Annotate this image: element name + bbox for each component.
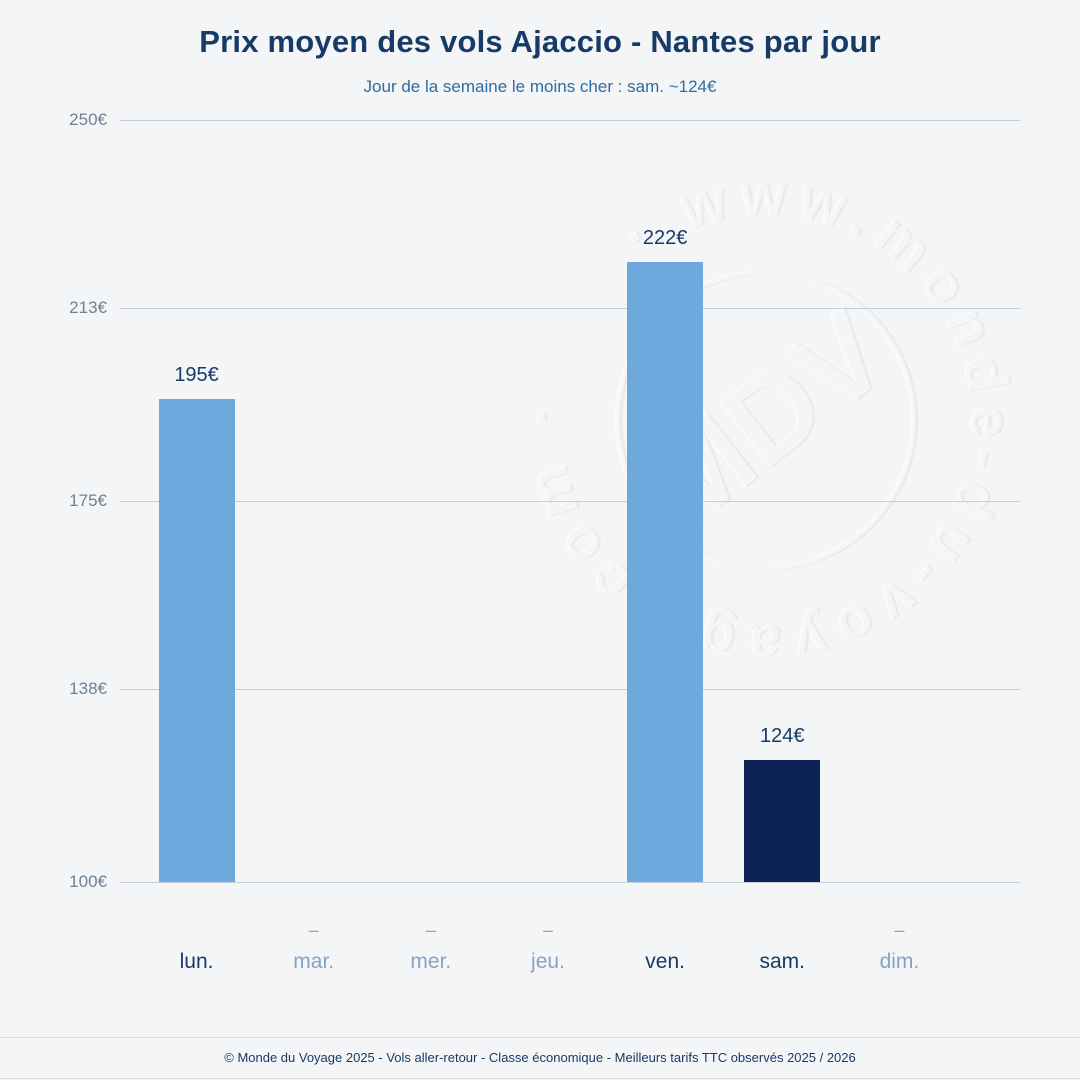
x-axis-day-label: mar.	[293, 950, 335, 973]
y-axis-tick-label: 138€	[69, 678, 107, 698]
missing-value-marker: –	[308, 920, 319, 940]
bar-column: – dim.	[841, 120, 958, 973]
bar-column: – mar.	[255, 120, 372, 973]
gridline	[120, 688, 1020, 690]
bar-column: 195€ lun.	[138, 120, 255, 973]
y-axis-tick-label: 100€	[69, 872, 107, 891]
plot-area: 250€ 213€ 175€ 138€ 100€ 195€ lun. – mar. – mer. –…	[69, 110, 1020, 973]
gridline	[120, 120, 1020, 121]
bar-column: 124€ sam.	[724, 120, 841, 973]
bar	[627, 262, 704, 882]
y-axis-tick-label: 250€	[69, 110, 107, 129]
x-axis-day-label: sam.	[759, 950, 806, 973]
footer: © Monde du Voyage 2025 - Vols aller-reto…	[0, 1037, 1080, 1079]
gridline	[120, 501, 1020, 502]
bar-column: – mer.	[372, 120, 489, 973]
x-axis-day-label: jeu.	[531, 950, 565, 973]
y-axis-tick-label: 213€	[69, 297, 107, 317]
chart-subtitle: Jour de la semaine le moins cher : sam. …	[363, 77, 717, 96]
x-axis-day-label: ven.	[645, 950, 685, 973]
bar-columns: 195€ lun. – mar. – mer. – jeu. 222€ ven. 124€ sam. –…	[138, 120, 958, 973]
gridline	[120, 882, 1020, 883]
bar-value-label: 195€	[174, 364, 219, 387]
gridline	[120, 307, 1020, 309]
x-axis-day-label: mer.	[410, 950, 452, 973]
bar-cheapest	[744, 760, 821, 882]
x-axis-day-label: dim.	[879, 950, 920, 973]
missing-value-marker: –	[425, 920, 436, 940]
chart-title: Prix moyen des vols Ajaccio - Nantes par…	[199, 24, 881, 59]
missing-value-marker: –	[542, 920, 553, 940]
bar-column: – jeu.	[489, 120, 606, 973]
bar-value-label: 222€	[642, 227, 688, 250]
bar-column: 222€ ven.	[607, 120, 724, 973]
bar-value-label: 124€	[760, 725, 805, 748]
missing-value-marker: –	[894, 920, 905, 940]
footer-text: © Monde du Voyage 2025 - Vols aller-reto…	[224, 1050, 856, 1065]
bar	[158, 399, 235, 882]
y-axis-tick-label: 175€	[69, 491, 107, 510]
x-axis-day-label: lun.	[179, 950, 214, 973]
